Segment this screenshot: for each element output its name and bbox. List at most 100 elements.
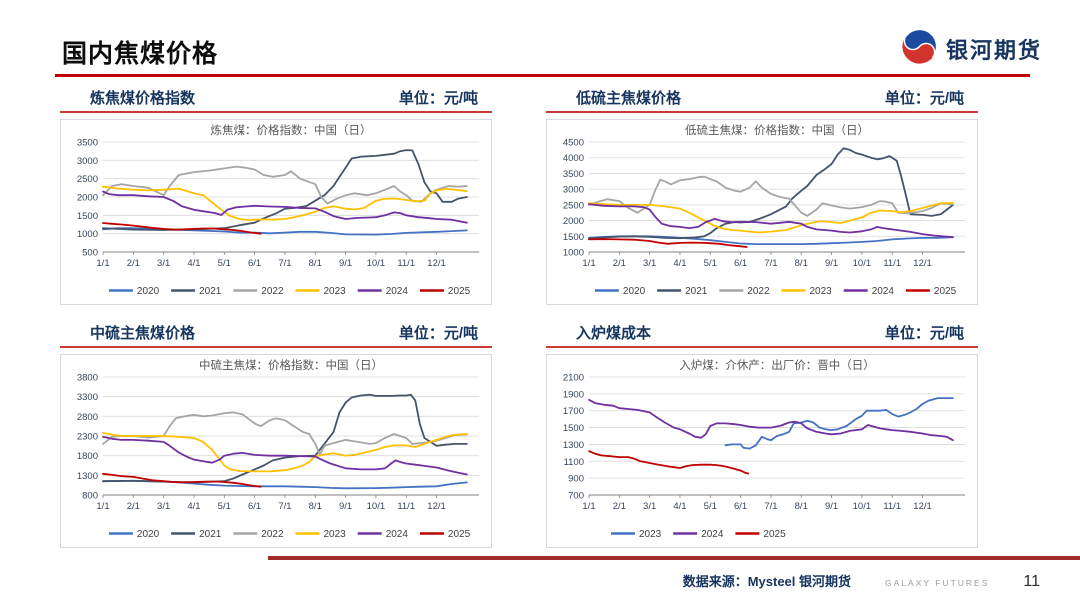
panel-divider (546, 111, 978, 113)
svg-text:2024: 2024 (701, 529, 724, 540)
svg-text:9/1: 9/1 (825, 501, 838, 512)
svg-text:900: 900 (568, 474, 584, 485)
svg-text:2000: 2000 (77, 193, 98, 204)
panel-divider (60, 346, 492, 348)
panel-furnace-coal-cost: 入炉煤成本 单位：元/吨 700 900 1100 1300 1500 1700 1900 2… (546, 321, 978, 548)
galaxy-swirl-icon (901, 28, 938, 70)
svg-text:3/1: 3/1 (157, 258, 170, 269)
svg-text:5/1: 5/1 (218, 501, 231, 512)
svg-text:1/1: 1/1 (582, 258, 595, 269)
svg-text:12/1: 12/1 (913, 258, 932, 269)
svg-text:1/1: 1/1 (582, 501, 595, 512)
panel-title: 炼焦煤价格指数 (90, 90, 196, 107)
svg-text:2500: 2500 (563, 200, 584, 211)
svg-text:9/1: 9/1 (825, 258, 838, 269)
svg-text:6/1: 6/1 (248, 501, 261, 512)
svg-text:10/1: 10/1 (367, 258, 386, 269)
panel-low-sulfur-coal: 低硫主焦煤价格 单位：元/吨 1000 1500 2000 2500 3000 3500 4… (546, 86, 978, 305)
svg-text:2/1: 2/1 (127, 501, 140, 512)
svg-text:7/1: 7/1 (764, 501, 777, 512)
svg-text:2025: 2025 (448, 529, 471, 540)
svg-text:1700: 1700 (563, 406, 584, 417)
svg-text:1500: 1500 (77, 211, 98, 222)
svg-text:10/1: 10/1 (367, 501, 386, 512)
svg-text:5/1: 5/1 (704, 501, 717, 512)
svg-text:1000: 1000 (563, 248, 584, 259)
svg-text:2022: 2022 (747, 286, 770, 297)
panel-unit-label: 单位：元/吨 (398, 90, 478, 107)
svg-text:1100: 1100 (564, 457, 584, 468)
svg-text:500: 500 (82, 248, 98, 259)
svg-text:7/1: 7/1 (764, 258, 777, 269)
svg-text:1/1: 1/1 (96, 258, 109, 269)
svg-text:2023: 2023 (324, 529, 347, 540)
svg-text:中硫主焦煤：价格指数：中国（日）: 中硫主焦煤：价格指数：中国（日） (199, 358, 383, 372)
svg-text:2025: 2025 (763, 529, 786, 540)
svg-text:1800: 1800 (77, 451, 98, 462)
svg-text:2800: 2800 (77, 412, 98, 423)
svg-text:3/1: 3/1 (157, 501, 170, 512)
svg-text:10/1: 10/1 (853, 258, 872, 269)
panel-coking-coal-index: 炼焦煤价格指数 单位：元/吨 500 1000 1500 2000 2500 3000 35… (60, 86, 492, 305)
svg-text:炼焦煤：价格指数：中国（日）: 炼焦煤：价格指数：中国（日） (211, 123, 372, 137)
svg-text:8/1: 8/1 (309, 501, 322, 512)
furnace-coal-cost-line-chart: 700 900 1100 1300 1500 1700 1900 2100 1/1 2/1 3/1 4… (546, 354, 978, 548)
svg-text:2023: 2023 (324, 286, 347, 297)
svg-text:3/1: 3/1 (643, 501, 656, 512)
panel-header: 炼焦煤价格指数 单位：元/吨 (60, 86, 492, 111)
svg-text:11/1: 11/1 (397, 501, 415, 512)
panel-header: 入炉煤成本 单位：元/吨 (546, 321, 978, 346)
data-source-label: 数据来源：Mysteel 银河期货 (682, 574, 852, 589)
panel-mid-sulfur-coal: 中硫主焦煤价格 单位：元/吨 800 1300 1800 2300 2800 3300 38… (60, 321, 492, 548)
svg-text:2/1: 2/1 (613, 258, 626, 269)
svg-text:2023: 2023 (639, 529, 662, 540)
svg-text:1300: 1300 (77, 471, 98, 482)
svg-text:2024: 2024 (386, 286, 409, 297)
svg-text:4/1: 4/1 (187, 501, 200, 512)
svg-text:12/1: 12/1 (913, 501, 932, 512)
svg-text:2021: 2021 (199, 286, 222, 297)
svg-text:12/1: 12/1 (427, 258, 446, 269)
svg-text:3300: 3300 (77, 392, 98, 403)
chart-grid: 炼焦煤价格指数 单位：元/吨 500 1000 1500 2000 2500 3000 35… (60, 86, 1020, 548)
svg-text:2300: 2300 (77, 432, 98, 443)
panel-header: 中硫主焦煤价格 单位：元/吨 (60, 321, 492, 346)
svg-text:2021: 2021 (685, 286, 708, 297)
svg-text:2024: 2024 (872, 286, 895, 297)
svg-text:1500: 1500 (563, 423, 584, 434)
svg-text:3500: 3500 (563, 169, 584, 180)
svg-text:11/1: 11/1 (883, 258, 901, 269)
coking-coal-index-line-chart: 500 1000 1500 2000 2500 3000 3500 1/1 2/1 3/1 4/1 5… (60, 119, 492, 305)
panel-unit-label: 单位：元/吨 (884, 325, 964, 342)
svg-text:入炉煤：介休产：出厂价：晋中（日）: 入炉煤：介休产：出厂价：晋中（日） (679, 358, 875, 372)
svg-text:12/1: 12/1 (427, 501, 446, 512)
svg-text:2023: 2023 (810, 286, 833, 297)
page-title: 国内焦煤价格 (62, 40, 219, 68)
svg-text:2022: 2022 (261, 286, 284, 297)
svg-text:4500: 4500 (563, 138, 584, 149)
svg-text:2025: 2025 (934, 286, 957, 297)
galaxy-futures-logo: 银河期货 (901, 28, 1042, 70)
svg-text:3500: 3500 (77, 138, 98, 149)
low-sulfur-coal-line-chart: 1000 1500 2000 2500 3000 3500 4000 4500 1/1 2/1 3/… (546, 119, 978, 305)
logo-text: 银河期货 (945, 38, 1042, 63)
panel-divider (60, 111, 492, 113)
footer-brand-label: GALAXY FUTURES (885, 578, 990, 588)
svg-text:6/1: 6/1 (734, 501, 747, 512)
panel-unit-label: 单位：元/吨 (884, 90, 964, 107)
svg-text:1/1: 1/1 (96, 501, 109, 512)
footer-divider (268, 556, 1080, 560)
svg-text:2500: 2500 (77, 174, 98, 185)
svg-text:7/1: 7/1 (278, 501, 291, 512)
svg-text:6/1: 6/1 (734, 258, 747, 269)
svg-text:11/1: 11/1 (397, 258, 415, 269)
page-number: 11 (1023, 573, 1040, 590)
footer: 数据来源：Mysteel 银河期货 GALAXY FUTURES 11 (683, 571, 1040, 591)
svg-text:9/1: 9/1 (339, 501, 352, 512)
svg-text:2/1: 2/1 (613, 501, 626, 512)
svg-text:2022: 2022 (261, 529, 284, 540)
panel-divider (546, 346, 978, 348)
svg-text:6/1: 6/1 (248, 258, 261, 269)
panel-title: 入炉煤成本 (576, 325, 652, 342)
